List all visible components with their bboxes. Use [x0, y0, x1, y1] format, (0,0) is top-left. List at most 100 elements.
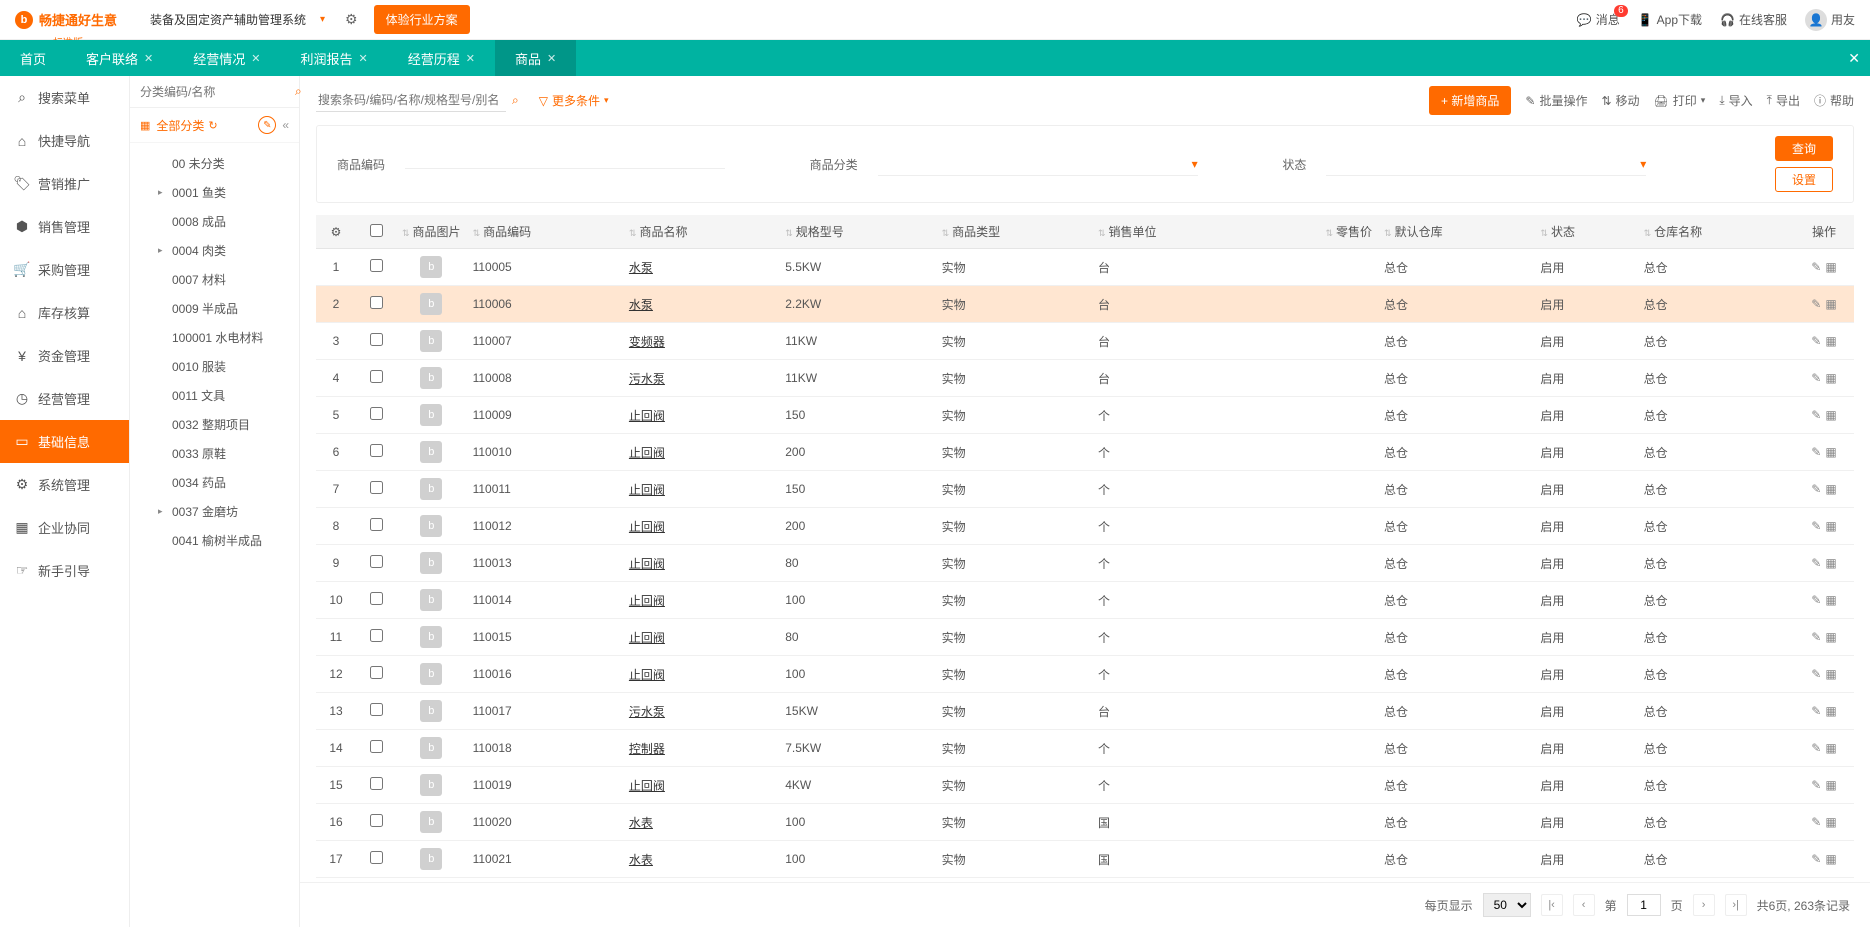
table-row[interactable]: 4b110008污水泵11KW实物台总仓启用总仓✎▦: [316, 360, 1854, 397]
col-type[interactable]: ⇅商品类型: [936, 215, 1092, 249]
page-input[interactable]: [1627, 894, 1661, 916]
more-icon[interactable]: ▦: [1825, 408, 1836, 422]
user-menu[interactable]: 👤 用友: [1805, 9, 1855, 31]
table-row[interactable]: 8b110012止回阀200实物个总仓启用总仓✎▦: [316, 508, 1854, 545]
edit-icon[interactable]: ✎: [1811, 852, 1821, 866]
row-checkbox[interactable]: [370, 703, 383, 716]
next-page-button[interactable]: ›: [1693, 894, 1715, 916]
row-checkbox[interactable]: [370, 481, 383, 494]
col-image[interactable]: ⇅商品图片: [396, 215, 467, 249]
more-icon[interactable]: ▦: [1825, 556, 1836, 570]
sidebar-item[interactable]: ⬢销售管理: [0, 205, 129, 248]
table-row[interactable]: 3b110007变频器11KW实物台总仓启用总仓✎▦: [316, 323, 1854, 360]
table-row[interactable]: 7b110011止回阀150实物个总仓启用总仓✎▦: [316, 471, 1854, 508]
more-icon[interactable]: ▦: [1825, 519, 1836, 533]
sidebar-item[interactable]: 🛒采购管理: [0, 248, 129, 291]
row-checkbox[interactable]: [370, 851, 383, 864]
table-row[interactable]: 12b110016止回阀100实物个总仓启用总仓✎▦: [316, 656, 1854, 693]
col-name[interactable]: ⇅商品名称: [623, 215, 779, 249]
product-name-link[interactable]: 止回阀: [629, 483, 665, 497]
tab[interactable]: 经营历程✕: [388, 40, 495, 76]
category-node[interactable]: ▸0007 材料: [130, 265, 299, 294]
category-node[interactable]: ▸0037 金磨坊: [130, 497, 299, 526]
sidebar-item[interactable]: ☞新手引导: [0, 549, 129, 592]
row-checkbox[interactable]: [370, 777, 383, 790]
table-row[interactable]: 17b110021水表100实物国总仓启用总仓✎▦: [316, 841, 1854, 878]
sidebar-item[interactable]: ⌂库存核算: [0, 291, 129, 334]
more-icon[interactable]: ▦: [1825, 815, 1836, 829]
export-action[interactable]: ⤒导出: [1767, 92, 1800, 109]
table-row[interactable]: 14b110018控制器7.5KW实物个总仓启用总仓✎▦: [316, 730, 1854, 767]
search-icon[interactable]: ⌕: [512, 93, 519, 108]
row-checkbox[interactable]: [370, 629, 383, 642]
product-name-link[interactable]: 污水泵: [629, 372, 665, 386]
row-checkbox[interactable]: [370, 740, 383, 753]
last-page-button[interactable]: ›|: [1725, 894, 1747, 916]
product-name-link[interactable]: 止回阀: [629, 594, 665, 608]
more-icon[interactable]: ▦: [1825, 260, 1836, 274]
more-icon[interactable]: ▦: [1825, 630, 1836, 644]
category-node[interactable]: ▸00 未分类: [130, 149, 299, 178]
edit-icon[interactable]: ✎: [1811, 482, 1821, 496]
more-icon[interactable]: ▦: [1825, 482, 1836, 496]
close-all-tabs-icon[interactable]: ✕: [1848, 50, 1860, 67]
col-unit[interactable]: ⇅销售单位: [1092, 215, 1248, 249]
product-name-link[interactable]: 控制器: [629, 742, 665, 756]
system-select[interactable]: 装备及固定资产辅助管理系统 ▾ ⚙: [150, 11, 358, 28]
table-row[interactable]: 15b110019止回阀4KW实物个总仓启用总仓✎▦: [316, 767, 1854, 804]
prev-page-button[interactable]: ‹: [1573, 894, 1595, 916]
category-node[interactable]: ▸0008 成品: [130, 207, 299, 236]
row-checkbox[interactable]: [370, 444, 383, 457]
more-icon[interactable]: ▦: [1825, 371, 1836, 385]
chevron-down-icon[interactable]: ▾: [320, 14, 325, 25]
col-wname[interactable]: ⇅仓库名称: [1638, 215, 1794, 249]
more-filter-toggle[interactable]: ▽ 更多条件 ▾: [539, 92, 609, 109]
col-warehouse[interactable]: ⇅默认仓库: [1378, 215, 1534, 249]
col-settings[interactable]: ⚙: [316, 215, 356, 249]
messages-link[interactable]: 💬 消息 6: [1577, 11, 1620, 28]
table-row[interactable]: 13b110017污水泵15KW实物台总仓启用总仓✎▦: [316, 693, 1854, 730]
category-node[interactable]: ▸0032 整期项目: [130, 410, 299, 439]
row-checkbox[interactable]: [370, 296, 383, 309]
sidebar-item[interactable]: ◷经营管理: [0, 377, 129, 420]
table-row[interactable]: 16b110020水表100实物国总仓启用总仓✎▦: [316, 804, 1854, 841]
more-icon[interactable]: ▦: [1825, 334, 1836, 348]
row-checkbox[interactable]: [370, 333, 383, 346]
product-name-link[interactable]: 止回阀: [629, 557, 665, 571]
edit-icon[interactable]: ✎: [1811, 445, 1821, 459]
more-icon[interactable]: ▦: [1825, 445, 1836, 459]
edit-icon[interactable]: ✎: [1811, 334, 1821, 348]
filter-code-input[interactable]: [405, 160, 725, 169]
sidebar-item[interactable]: ▭基础信息: [0, 420, 129, 463]
trial-button[interactable]: 体验行业方案: [374, 5, 470, 34]
more-icon[interactable]: ▦: [1825, 741, 1836, 755]
product-name-link[interactable]: 水表: [629, 816, 653, 830]
edit-icon[interactable]: ✎: [1811, 556, 1821, 570]
edit-icon[interactable]: ✎: [1811, 593, 1821, 607]
product-name-link[interactable]: 止回阀: [629, 446, 665, 460]
category-node[interactable]: ▸0010 服装: [130, 352, 299, 381]
sidebar-item[interactable]: ¥资金管理: [0, 334, 129, 377]
edit-icon[interactable]: ✎: [1811, 815, 1821, 829]
row-checkbox[interactable]: [370, 518, 383, 531]
edit-icon[interactable]: ✎: [1811, 778, 1821, 792]
table-row[interactable]: 10b110014止回阀100实物个总仓启用总仓✎▦: [316, 582, 1854, 619]
tab[interactable]: 客户联络✕: [66, 40, 173, 76]
product-name-link[interactable]: 水泵: [629, 261, 653, 275]
add-product-button[interactable]: + 新增商品: [1429, 86, 1511, 115]
tab[interactable]: 利润报告✕: [280, 40, 387, 76]
category-node[interactable]: ▸0001 鱼类: [130, 178, 299, 207]
product-name-link[interactable]: 止回阀: [629, 631, 665, 645]
more-icon[interactable]: ▦: [1825, 593, 1836, 607]
edit-icon[interactable]: ✎: [1811, 667, 1821, 681]
row-checkbox[interactable]: [370, 592, 383, 605]
product-search-input[interactable]: [316, 89, 506, 112]
category-node[interactable]: ▸0033 原鞋: [130, 439, 299, 468]
filter-status-select[interactable]: ▾: [1326, 153, 1646, 176]
app-download-link[interactable]: 📱 App下载: [1638, 11, 1702, 28]
edit-icon[interactable]: ✎: [1811, 704, 1821, 718]
help-action[interactable]: ⓘ帮助: [1814, 92, 1854, 109]
table-row[interactable]: 1b110005水泵5.5KW实物台总仓启用总仓✎▦: [316, 249, 1854, 286]
table-row[interactable]: 2b110006水泵2.2KW实物台总仓启用总仓✎▦: [316, 286, 1854, 323]
row-checkbox[interactable]: [370, 555, 383, 568]
